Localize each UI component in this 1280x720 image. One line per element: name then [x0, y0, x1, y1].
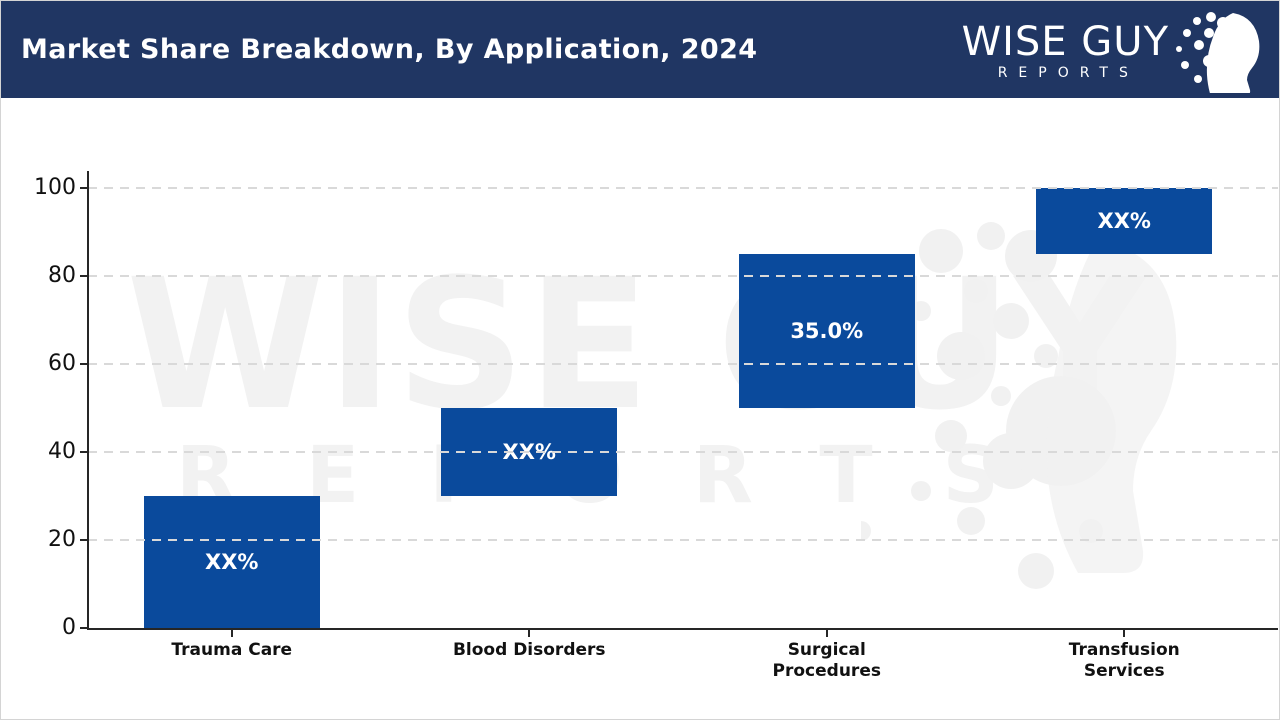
bar-value-label: XX%	[1097, 209, 1151, 233]
gridline-y40	[88, 451, 1278, 453]
bar-transfusion-services: XX%	[1036, 188, 1213, 254]
x-category-label: Blood Disorders	[452, 640, 606, 660]
y-axis-tick-label: 60	[48, 351, 76, 376]
bar-surgical-procedures: 35.0%	[738, 254, 915, 408]
x-axis-line	[87, 628, 1278, 630]
y-tick-mark	[80, 275, 87, 277]
logo-wise-guy-label: WISE GUY	[961, 18, 1169, 65]
y-axis-tick-label: 80	[48, 263, 76, 288]
header-bar: Market Share Breakdown, By Application, …	[1, 1, 1279, 98]
y-axis-tick-label: 20	[48, 527, 76, 552]
x-tick-mark	[825, 630, 828, 637]
y-tick-mark	[80, 627, 87, 629]
x-category-label: Trauma Care	[171, 640, 293, 660]
y-axis-tick-label: 100	[34, 175, 76, 200]
gridline-y100	[88, 187, 1278, 189]
bar-value-label: 35.0%	[790, 319, 864, 343]
logo-text: WISE GUY REPORTS	[962, 22, 1169, 81]
gridline-y60	[88, 363, 1278, 365]
gridline-y20	[88, 539, 1278, 541]
y-tick-mark	[80, 451, 87, 453]
y-tick-mark	[80, 363, 87, 365]
x-tick-mark	[1123, 630, 1126, 637]
logo-reports-label: REPORTS	[997, 64, 1139, 81]
gridline-y80	[88, 275, 1278, 277]
wise-guy-reports-logo: WISE GUY REPORTS	[962, 9, 1263, 93]
wise-guy-head-icon	[1176, 12, 1260, 93]
y-tick-mark	[80, 539, 87, 541]
x-tick-mark	[230, 630, 233, 637]
y-axis-line	[87, 171, 89, 630]
y-axis-tick-label: 0	[62, 615, 76, 640]
x-category-label: Transfusion Services	[1068, 640, 1180, 681]
x-tick-mark	[528, 630, 531, 637]
bar-value-label: XX%	[205, 550, 259, 574]
y-tick-mark	[80, 187, 87, 189]
bar-trauma-care: XX%	[143, 496, 320, 628]
x-category-label: Surgical Procedures	[772, 640, 881, 681]
y-axis-tick-label: 40	[48, 439, 76, 464]
page-title: Market Share Breakdown, By Application, …	[21, 34, 758, 65]
